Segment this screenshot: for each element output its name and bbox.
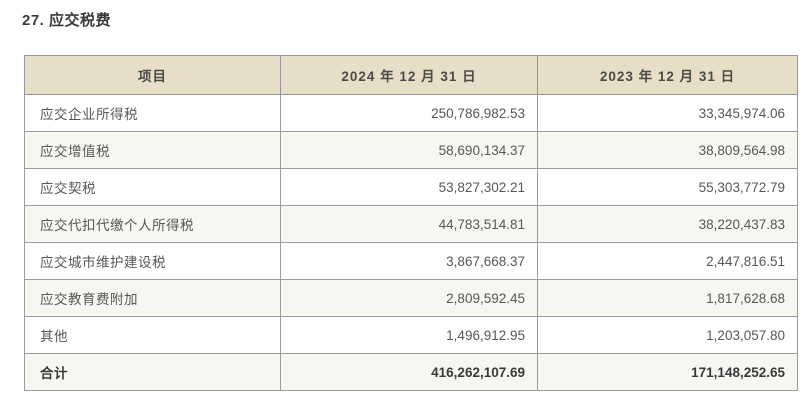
value-2023-cell: 55,303,772.79 bbox=[537, 168, 798, 206]
table-header: 项目 2024 年 12 月 31 日 2023 年 12 月 31 日 bbox=[24, 55, 798, 95]
table-body: 应交企业所得税 250,786,982.53 33,345,974.06 应交增… bbox=[24, 94, 798, 391]
table-row: 应交城市维护建设税 3,867,668.37 2,447,816.51 bbox=[24, 242, 798, 280]
table-row: 应交增值税 58,690,134.37 38,809,564.98 bbox=[24, 131, 798, 169]
value-2023-cell: 1,203,057.80 bbox=[537, 316, 798, 354]
value-2023-cell: 33,345,974.06 bbox=[537, 94, 798, 132]
table-row: 应交教育费附加 2,809,592.45 1,817,628.68 bbox=[24, 279, 798, 317]
table-row: 应交代扣代缴个人所得税 44,783,514.81 38,220,437.83 bbox=[24, 205, 798, 243]
value-2023-cell: 1,817,628.68 bbox=[537, 279, 798, 317]
item-cell: 应交企业所得税 bbox=[24, 94, 281, 132]
item-cell: 应交增值税 bbox=[24, 131, 281, 169]
value-2024-cell: 2,809,592.45 bbox=[280, 279, 538, 317]
value-2024-cell: 44,783,514.81 bbox=[280, 205, 538, 243]
total-value-2023-cell: 171,148,252.65 bbox=[537, 353, 798, 391]
total-value-2024-cell: 416,262,107.69 bbox=[280, 353, 538, 391]
table-row: 应交企业所得税 250,786,982.53 33,345,974.06 bbox=[24, 94, 798, 132]
value-2024-cell: 53,827,302.21 bbox=[280, 168, 538, 206]
item-cell: 应交城市维护建设税 bbox=[24, 242, 281, 280]
item-cell: 应交教育费附加 bbox=[24, 279, 281, 317]
total-label-cell: 合计 bbox=[24, 353, 281, 391]
table-row: 其他 1,496,912.95 1,203,057.80 bbox=[24, 316, 798, 354]
value-2023-cell: 2,447,816.51 bbox=[537, 242, 798, 280]
value-2024-cell: 1,496,912.95 bbox=[280, 316, 538, 354]
value-2024-cell: 250,786,982.53 bbox=[280, 94, 538, 132]
total-row: 合计 416,262,107.69 171,148,252.65 bbox=[24, 353, 798, 391]
header-row: 项目 2024 年 12 月 31 日 2023 年 12 月 31 日 bbox=[24, 55, 798, 95]
section-title: 27. 应交税费 bbox=[22, 12, 112, 29]
item-cell: 其他 bbox=[24, 316, 281, 354]
taxes-payable-table: 项目 2024 年 12 月 31 日 2023 年 12 月 31 日 应交企… bbox=[24, 55, 798, 391]
value-2024-cell: 58,690,134.37 bbox=[280, 131, 538, 169]
item-cell: 应交契税 bbox=[24, 168, 281, 206]
col-header-item: 项目 bbox=[24, 55, 281, 95]
value-2023-cell: 38,809,564.98 bbox=[537, 131, 798, 169]
col-header-2023: 2023 年 12 月 31 日 bbox=[537, 55, 798, 95]
item-cell: 应交代扣代缴个人所得税 bbox=[24, 205, 281, 243]
value-2023-cell: 38,220,437.83 bbox=[537, 205, 798, 243]
value-2024-cell: 3,867,668.37 bbox=[280, 242, 538, 280]
col-header-2024: 2024 年 12 月 31 日 bbox=[280, 55, 538, 95]
table-row: 应交契税 53,827,302.21 55,303,772.79 bbox=[24, 168, 798, 206]
